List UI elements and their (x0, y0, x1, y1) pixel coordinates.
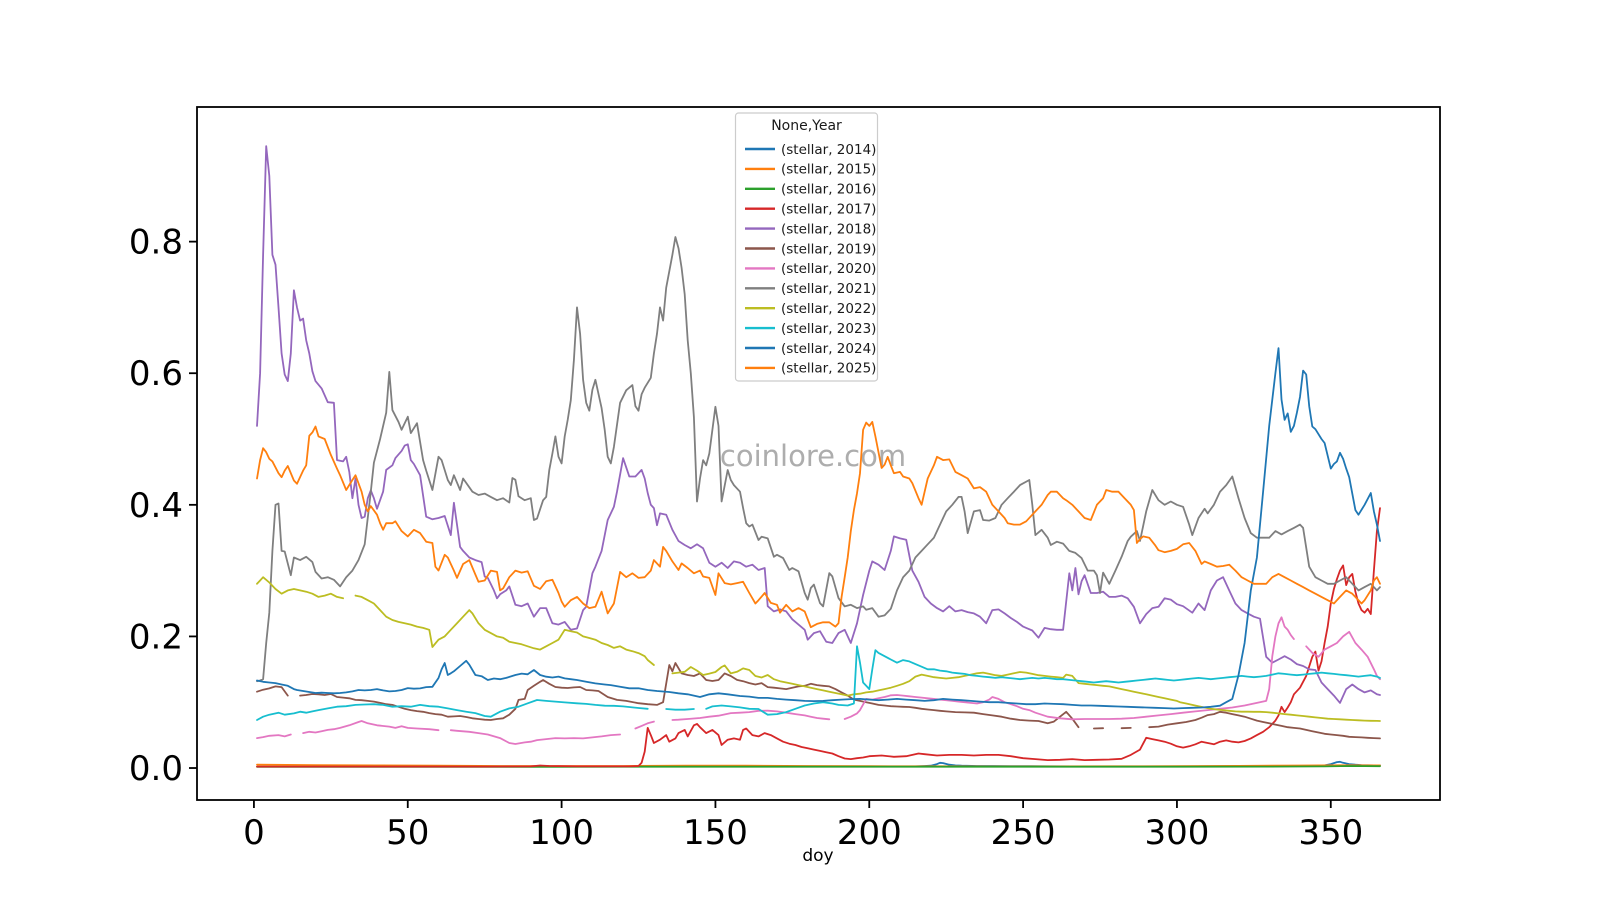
y-tick-label: 0.0 (129, 749, 183, 789)
legend: None,Year (stellar, 2014) (stellar, 2015)… (734, 112, 879, 382)
series-line-2025 (256, 421, 1381, 629)
legend-item-label: (stellar, 2023) (781, 321, 876, 337)
y-tick-label: 0.4 (129, 486, 183, 526)
x-tick-label: 300 (1144, 813, 1209, 853)
y-tick-label: 0.8 (129, 223, 183, 263)
x-tick-label: 50 (386, 813, 429, 853)
legend-item-label: (stellar, 2018) (781, 221, 876, 237)
legend-item: (stellar, 2020) (745, 261, 876, 277)
x-tick-label: 350 (1298, 813, 1363, 853)
legend-item: (stellar, 2022) (745, 301, 876, 317)
x-tick-label: 100 (529, 813, 594, 853)
legend-item-label: (stellar, 2025) (781, 361, 876, 377)
legend-item: (stellar, 2018) (745, 221, 876, 237)
series-line-2021 (256, 236, 1381, 683)
legend-item-label: (stellar, 2017) (781, 202, 876, 218)
legend-item-label: (stellar, 2016) (781, 182, 876, 198)
series-line-2022 (256, 576, 1381, 722)
y-tick-label: 0.6 (129, 354, 183, 394)
series-line-2018 (256, 145, 1381, 704)
legend-item: (stellar, 2019) (745, 241, 876, 257)
legend-item: (stellar, 2017) (745, 202, 876, 218)
legend-item: (stellar, 2024) (745, 341, 876, 357)
legend-box (734, 112, 879, 382)
legend-item-label: (stellar, 2024) (781, 341, 876, 357)
watermark: coinlore.com (720, 439, 906, 473)
legend-item-label: (stellar, 2014) (781, 142, 876, 158)
x-tick-label: 150 (683, 813, 748, 853)
x-tick-label: 200 (837, 813, 902, 853)
legend-item-label: (stellar, 2020) (781, 261, 876, 277)
axes-layer: 0 50 100 150 200 250 300 350 0.0 0.2 0.4 0.6 0.8 (129, 106, 1441, 853)
legend-item-label: (stellar, 2021) (781, 281, 876, 297)
x-tick-label: 0 (243, 813, 265, 853)
legend-item: (stellar, 2025) (745, 361, 876, 377)
series-line-2017 (256, 507, 1381, 768)
legend-item-label: (stellar, 2015) (781, 162, 876, 178)
legend-item: (stellar, 2014) (745, 142, 876, 158)
series-line-2019 (256, 662, 1381, 740)
legend-item-label: (stellar, 2019) (781, 241, 876, 257)
legend-item: (stellar, 2021) (745, 281, 876, 297)
x-tick-label: 250 (991, 813, 1056, 853)
x-axis-label: doy (802, 846, 833, 866)
series-layer (256, 145, 1381, 768)
legend-item-label: (stellar, 2022) (781, 301, 876, 317)
y-tick-label: 0.2 (129, 617, 183, 657)
series-line-2024 (256, 347, 1381, 710)
legend-item: (stellar, 2015) (745, 162, 876, 178)
series-line-2020 (256, 616, 1381, 745)
legend-item: (stellar, 2016) (745, 182, 876, 198)
plot-border (196, 106, 1441, 801)
legend-title: None,Year (771, 118, 842, 134)
series-line-2023 (256, 645, 1381, 721)
legend-item: (stellar, 2023) (745, 321, 876, 337)
